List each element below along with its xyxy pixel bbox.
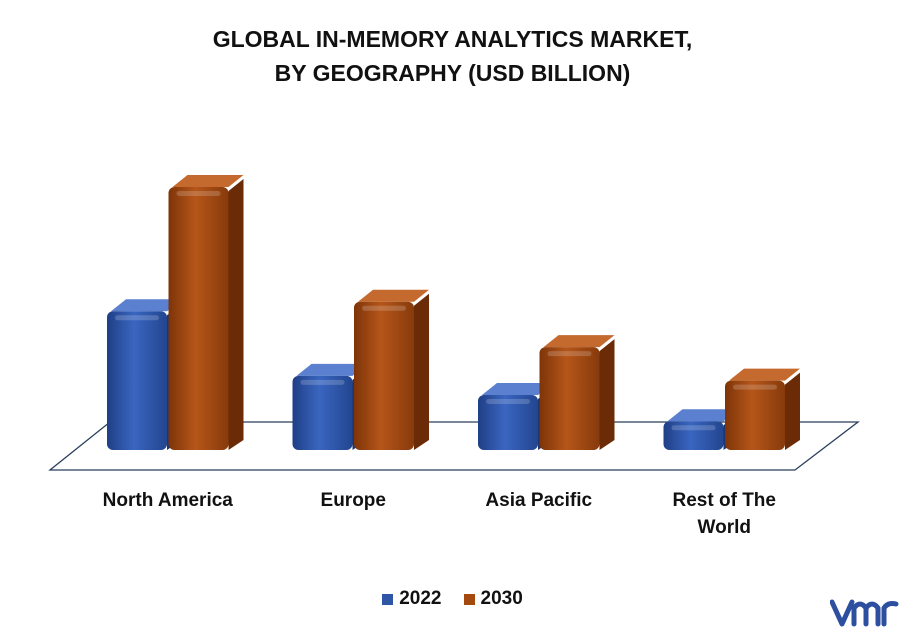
bar-front-north-america-2030 bbox=[168, 186, 229, 450]
bar-asia-pacific-2030 bbox=[539, 335, 615, 450]
bar-highlight-north-america-2030 bbox=[176, 190, 221, 196]
bar-highlight-north-america-2022 bbox=[115, 315, 159, 321]
bar-rest-of-the-world-2030 bbox=[725, 368, 800, 450]
bar-top-asia-pacific-2022 bbox=[482, 383, 553, 395]
bar-front-rest-of-the-world-2022 bbox=[663, 421, 724, 450]
bar-top-europe-2030 bbox=[358, 289, 429, 302]
bar-top-asia-pacific-2030 bbox=[543, 335, 615, 348]
category-label-north-america: North America bbox=[103, 490, 234, 511]
bar-top-north-america-2022 bbox=[111, 299, 182, 312]
bar-front-europe-2022 bbox=[292, 375, 353, 450]
bar-front-north-america-2022 bbox=[107, 311, 167, 450]
chart-floor bbox=[48, 421, 860, 471]
category-labels: North America Europe Asia Pacific Rest of T… bbox=[103, 490, 776, 538]
bar-highlight-rest-of-the-world-2030 bbox=[733, 384, 777, 390]
bar-europe-2030 bbox=[354, 289, 429, 450]
bar-front-rest-of-the-world-2030 bbox=[725, 380, 785, 450]
legend-swatch-2030 bbox=[463, 593, 475, 605]
bar-highlight-asia-pacific-2030 bbox=[547, 351, 592, 357]
bar-top-north-america-2030 bbox=[172, 174, 244, 187]
legend-item-2030: 2030 bbox=[463, 588, 523, 610]
category-label-rest-of-the-world: Rest of The World bbox=[673, 490, 776, 538]
legend-swatch-2022 bbox=[382, 593, 394, 605]
bar-highlight-rest-of-the-world-2022 bbox=[671, 425, 716, 431]
bar-front-europe-2030 bbox=[354, 301, 414, 450]
bars-group bbox=[107, 174, 800, 450]
category-label-europe: Europe bbox=[321, 490, 386, 511]
bar-top-rest-of-the-world-2030 bbox=[729, 368, 800, 381]
bar-front-asia-pacific-2022 bbox=[478, 395, 538, 450]
chart-title: GLOBAL IN-MEMORY ANALYTICS MARKET, BY GE… bbox=[0, 22, 905, 90]
bar-side-europe-2030 bbox=[414, 293, 429, 450]
chart-title-line-1: GLOBAL IN-MEMORY ANALYTICS MARKET, bbox=[212, 26, 693, 52]
legend-item-2022: 2022 bbox=[382, 588, 442, 610]
bar-side-north-america-2030 bbox=[228, 178, 244, 450]
bar-top-rest-of-the-world-2022 bbox=[667, 409, 739, 422]
chart-title-line-2: BY GEOGRAPHY (USD BILLION) bbox=[274, 60, 631, 86]
bar-north-america-2030 bbox=[168, 174, 244, 450]
legend: 2022 2030 bbox=[0, 588, 905, 610]
legend-label-2022: 2022 bbox=[399, 588, 442, 609]
bar-top-europe-2022 bbox=[296, 363, 368, 376]
bar-highlight-asia-pacific-2022 bbox=[486, 399, 530, 404]
bar-highlight-europe-2022 bbox=[300, 379, 345, 385]
bar-side-asia-pacific-2030 bbox=[599, 339, 615, 450]
category-label-asia-pacific: Asia Pacific bbox=[485, 490, 592, 511]
bar-highlight-europe-2030 bbox=[362, 305, 406, 311]
vmr-logo bbox=[830, 599, 899, 627]
bar-front-asia-pacific-2030 bbox=[539, 347, 600, 450]
legend-label-2030: 2030 bbox=[480, 588, 523, 609]
bar-side-rest-of-the-world-2030 bbox=[785, 372, 800, 450]
